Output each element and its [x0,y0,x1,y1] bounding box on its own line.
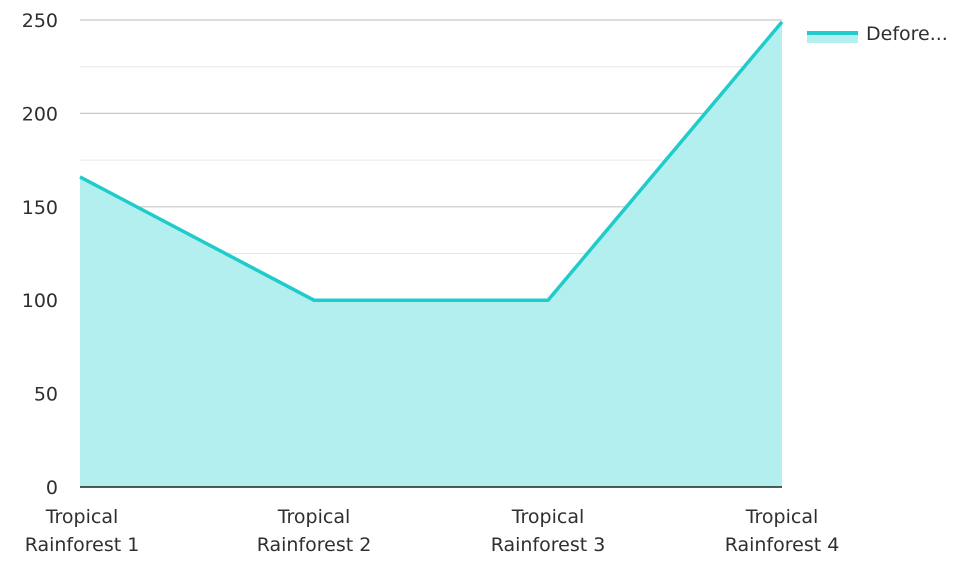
area-fill [80,21,782,487]
x-tick-label: Tropical Rainforest 3 [491,506,606,556]
y-axis-tick-labels: 0 50 100 150 200 250 [22,10,58,499]
legend: Defore... [807,23,948,45]
y-tick-label: 100 [22,290,58,312]
series-area [80,21,782,487]
x-tick-label: Tropical Rainforest 4 [725,506,840,556]
y-tick-label: 150 [22,197,58,219]
y-tick-label: 50 [34,384,58,406]
legend-label: Defore... [866,23,948,45]
y-tick-label: 0 [46,477,58,499]
series-line [79,20,784,302]
legend-swatch-fill [807,33,858,43]
x-tick-label: Tropical Rainforest 2 [257,506,372,556]
x-tick-label: Tropical Rainforest 1 [25,506,140,556]
y-tick-label: 250 [22,10,58,32]
series-line-path [79,20,784,302]
y-tick-label: 200 [22,103,58,125]
x-axis-tick-labels: Tropical Rainforest 1 Tropical Rainforest 2… [25,506,840,556]
